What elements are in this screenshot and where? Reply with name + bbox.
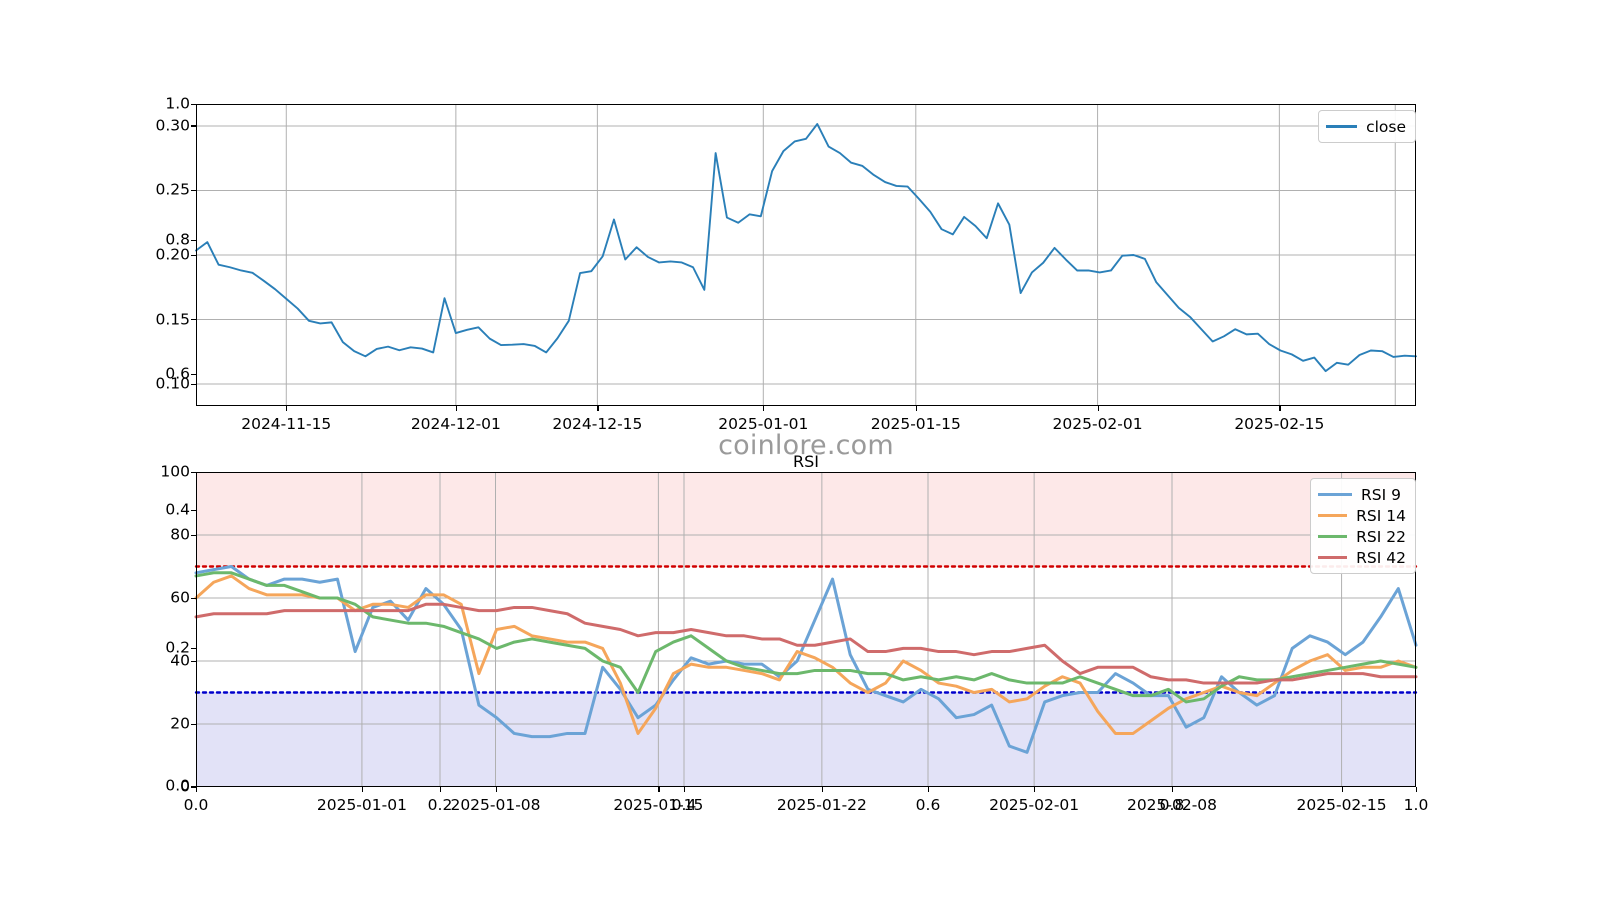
- rsi-xtick-ghost-mark: [440, 787, 442, 792]
- rsi-xtick-label: 2025-01-15: [613, 796, 704, 814]
- rsi-ytick-ghost-label: 0.4: [165, 500, 190, 519]
- rsi-xtick-label: 2025-02-08: [1126, 796, 1218, 814]
- rsi-ytick-label: 40: [170, 651, 190, 670]
- rsi-ytick-label: 100: [160, 462, 190, 481]
- rsi-legend-swatch-3: [1318, 556, 1348, 559]
- rsi-plot-svg: [194, 472, 1418, 787]
- rsi-xtick-label: 2025-01-08: [450, 796, 541, 814]
- rsi-plot-frame: [196, 472, 1416, 787]
- price-ytick-mark: [191, 125, 196, 127]
- rsi-xtick-label: 2025-02-15: [1296, 796, 1387, 814]
- price-ytick-ghost-label: 1.0: [165, 94, 190, 113]
- watermark: coinlore.com: [718, 430, 894, 461]
- rsi-xtick-ghost-label: 0.8: [1159, 796, 1185, 814]
- rsi-legend-row: RSI 9: [1318, 484, 1406, 505]
- rsi-xtick-label: 2025-02-01: [989, 796, 1080, 814]
- rsi-legend-label: RSI 22: [1356, 527, 1406, 546]
- rsi-xtick-ghost-label: 0.0: [183, 796, 209, 814]
- price-ytick-ghost-mark: [191, 239, 196, 241]
- price-xtick-mark: [763, 406, 765, 411]
- rsi-xtick-mark: [495, 787, 497, 792]
- price-ytick-mark: [191, 254, 196, 256]
- rsi-xtick-mark: [821, 787, 824, 792]
- price-xtick-label: 2025-02-15: [1234, 415, 1325, 433]
- price-xtick-label: 2024-12-15: [552, 415, 643, 433]
- rsi-ytick-mark: [191, 534, 196, 536]
- rsi-chart-axes: [194, 472, 1418, 787]
- price-ytick-label: 0.15: [155, 309, 190, 328]
- price-xtick-label: 2025-01-15: [870, 415, 961, 433]
- price-xtick-mark: [1279, 406, 1281, 411]
- price-legend-swatch-0: [1326, 125, 1358, 128]
- price-ytick-mark: [191, 383, 196, 385]
- rsi-xtick-mark: [658, 787, 660, 792]
- rsi-ytick-label: 60: [170, 588, 190, 607]
- rsi-xtick-ghost-mark: [196, 787, 198, 792]
- rsi-xtick-ghost-label: 1.0: [1403, 796, 1429, 814]
- rsi-legend-swatch-0: [1318, 493, 1352, 496]
- rsi-ytick-ghost-mark: [191, 785, 196, 787]
- rsi-xtick-ghost-mark: [1416, 787, 1418, 792]
- price-ytick-ghost-mark: [191, 373, 196, 375]
- rsi-xtick-mark: [361, 787, 364, 792]
- price-ytick-ghost-mark: [191, 103, 196, 105]
- price-xtick-mark: [455, 406, 458, 411]
- rsi-ytick-ghost-label: 0.0: [165, 776, 190, 795]
- rsi-xtick-ghost-mark: [1172, 787, 1174, 792]
- rsi-xtick-ghost-mark: [928, 787, 930, 792]
- price-ytick-ghost-label: 0.6: [165, 364, 190, 383]
- rsi-legend-swatch-2: [1318, 535, 1348, 538]
- rsi-legend-row: RSI 14: [1318, 505, 1406, 526]
- price-xtick-mark: [597, 406, 599, 411]
- rsi-xtick-ghost-label: 0.4: [671, 796, 697, 814]
- rsi-ytick-label: 20: [170, 714, 190, 733]
- price-ytick-label: 0.25: [155, 180, 190, 199]
- rsi-legend-label: RSI 9: [1361, 485, 1401, 504]
- rsi-ytick-ghost-mark: [191, 509, 196, 511]
- price-xtick-label: 2025-02-01: [1052, 415, 1143, 433]
- rsi-xtick-ghost-mark: [684, 787, 686, 792]
- price-legend[interactable]: close: [1318, 110, 1416, 143]
- rsi-legend-swatch-1: [1318, 514, 1348, 517]
- rsi-legend-label: RSI 42: [1356, 548, 1406, 567]
- price-plot-frame: [196, 104, 1416, 406]
- rsi-ytick-label: 80: [170, 525, 190, 544]
- rsi-ytick-mark: [191, 597, 196, 599]
- price-xtick-label: 2024-12-01: [410, 415, 501, 433]
- rsi-legend-label: RSI 14: [1356, 506, 1406, 525]
- price-legend-row: close: [1326, 116, 1406, 137]
- rsi-chart-title: RSI: [793, 452, 819, 471]
- rsi-xtick-label: 2025-01-22: [776, 796, 867, 814]
- rsi-legend-row: RSI 22: [1318, 526, 1406, 547]
- price-xtick-label: 2025-01-01: [718, 415, 809, 433]
- price-xtick-mark: [286, 406, 288, 411]
- rsi-ytick-ghost-label: 0.2: [165, 638, 190, 657]
- rsi-ytick-ghost-mark: [191, 647, 196, 649]
- rsi-legend-row: RSI 42: [1318, 547, 1406, 568]
- price-ytick-ghost-label: 0.8: [165, 230, 190, 249]
- rsi-ytick-mark: [191, 786, 196, 788]
- price-ytick-mark: [191, 319, 196, 321]
- price-ytick-label: 0.10: [155, 374, 190, 393]
- price-ytick-label: 0.30: [155, 116, 190, 135]
- rsi-xtick-label: 2025-01-01: [316, 796, 407, 814]
- price-xtick-mark: [1097, 406, 1099, 411]
- price-plot-svg: [195, 104, 1417, 406]
- rsi-xtick-mark: [1341, 787, 1343, 792]
- price-xtick-mark: [915, 406, 917, 411]
- price-ytick-label: 0.20: [155, 245, 190, 264]
- price-chart-axes: [195, 104, 1417, 406]
- price-legend-label: close: [1366, 117, 1406, 136]
- rsi-xtick-mark: [1034, 787, 1036, 792]
- rsi-xtick-ghost-label: 0.2: [427, 796, 453, 814]
- rsi-ytick-mark: [191, 660, 196, 662]
- rsi-ytick-mark: [191, 723, 196, 725]
- price-xtick-label: 2024-11-15: [241, 415, 332, 433]
- rsi-xtick-ghost-label: 0.6: [915, 796, 941, 814]
- price-ytick-mark: [191, 189, 196, 192]
- rsi-ytick-mark: [191, 471, 196, 473]
- rsi-legend[interactable]: RSI 9 RSI 14 RSI 22 RSI 42: [1310, 478, 1416, 574]
- rsi-ytick-label: 0: [180, 777, 190, 796]
